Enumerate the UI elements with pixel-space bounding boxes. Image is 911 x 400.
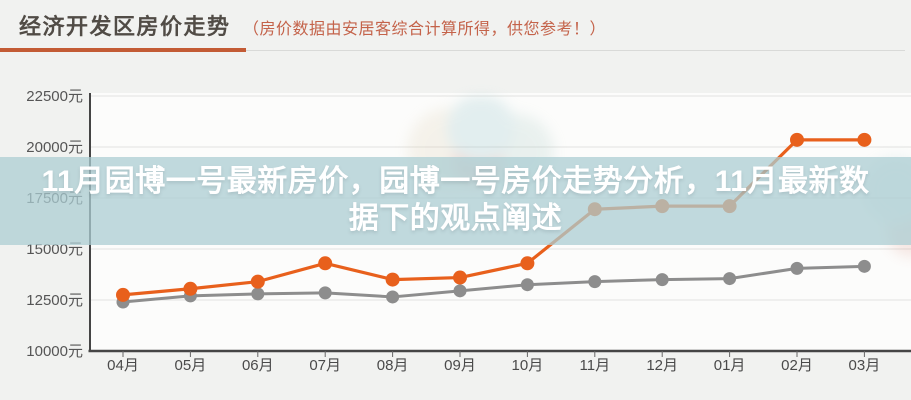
gray-line-point	[386, 290, 400, 304]
caption-overlay-band	[0, 157, 911, 245]
x-axis-label: 08月	[377, 357, 409, 374]
x-axis-label: 09月	[444, 357, 476, 374]
x-axis-label: 02月	[781, 357, 813, 374]
orange-line-point	[857, 132, 872, 147]
x-axis-label: 11月	[580, 357, 611, 374]
orange-line-point	[385, 272, 400, 287]
gray-line-point	[655, 273, 669, 287]
y-axis-label: 10000元	[26, 343, 83, 360]
orange-line-point	[183, 281, 198, 296]
orange-line-point	[453, 270, 467, 285]
x-axis-label: 01月	[714, 357, 746, 374]
orange-line-point	[790, 132, 804, 147]
x-axis-label: 04月	[107, 357, 139, 374]
caption-overlay-text: 11月园博一号最新房价，园博一号房价走势分析，11月最新数 据下的观点阐述	[0, 163, 911, 237]
header-divider	[246, 50, 905, 51]
gray-line-point	[251, 287, 265, 301]
y-axis-label: 12500元	[26, 292, 83, 309]
caption-line-2: 据下的观点阐述	[348, 202, 563, 235]
x-axis-label: 03月	[849, 357, 881, 374]
widget-title: 经济开发区房价走势	[19, 14, 231, 39]
gray-line-point	[723, 272, 737, 286]
gray-line-path	[121, 264, 866, 304]
orange-line-point	[250, 274, 265, 289]
orange-line-point	[520, 256, 535, 271]
widget-header: 经济开发区房价走势 （房价数据由安居客综合计算所得，供您参考！）	[0, 0, 911, 53]
y-axis-label: 22500元	[26, 88, 83, 105]
caption-line-1: 11月园博一号最新房价，园博一号房价走势分析，11月最新数	[41, 165, 870, 198]
x-axis-label: 07月	[309, 357, 341, 374]
x-axis-label: 12月	[646, 357, 678, 374]
x-axis-label: 05月	[175, 357, 207, 374]
orange-line-point	[116, 287, 130, 302]
gray-line-point	[453, 284, 467, 298]
y-axis-label: 15000元	[26, 241, 83, 258]
orange-line-point	[318, 256, 333, 271]
gray-line-point	[588, 275, 602, 289]
gray-line-point	[857, 259, 871, 273]
gray-line-point	[318, 286, 332, 300]
title-underline-accent	[0, 48, 246, 52]
x-axis-label: 06月	[242, 357, 274, 374]
y-axis-label: 20000元	[26, 139, 83, 156]
widget-subtitle: （房价数据由安居客综合计算所得，供您参考！）	[243, 21, 607, 38]
gray-line-point	[790, 261, 804, 275]
x-axis-label: 10月	[512, 357, 544, 374]
gray-line-point	[520, 278, 534, 292]
